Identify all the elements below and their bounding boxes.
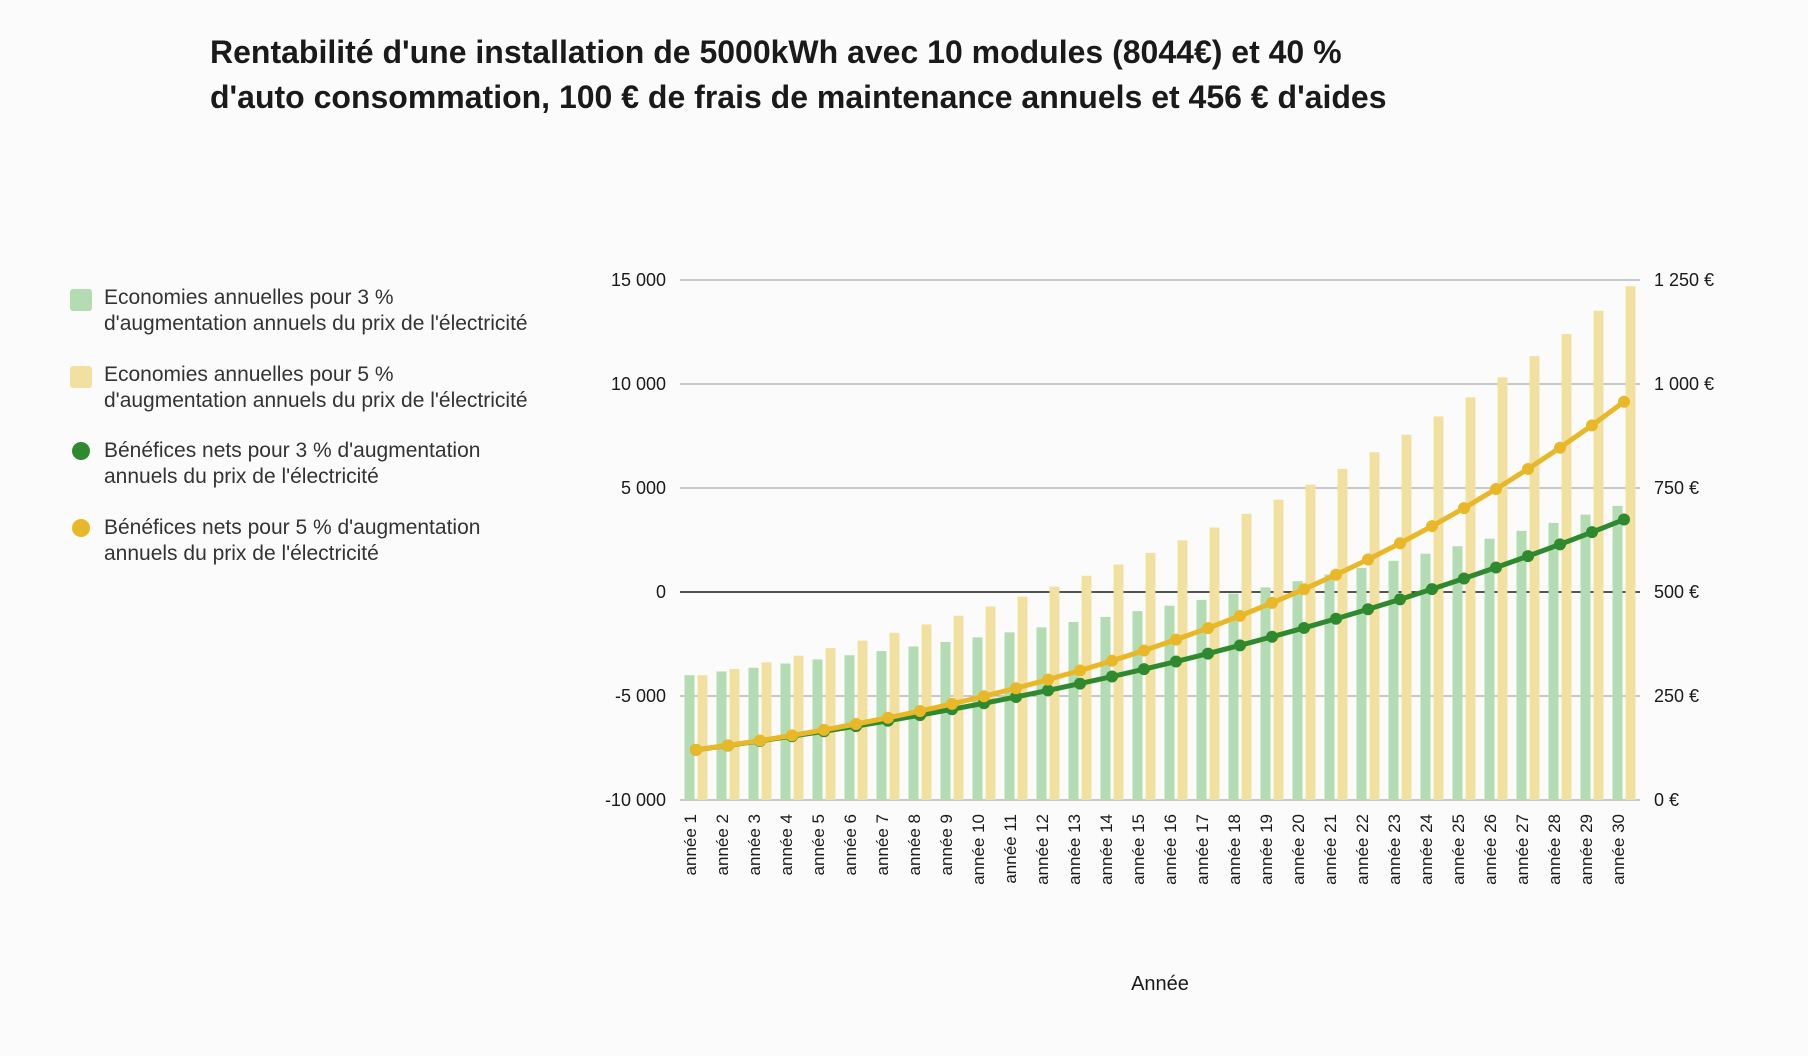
svg-text:année 9: année 9 — [937, 814, 956, 875]
svg-text:année 19: année 19 — [1257, 814, 1276, 885]
svg-text:année 17: année 17 — [1193, 814, 1212, 885]
svg-text:année 3: année 3 — [745, 814, 764, 875]
legend-swatch — [70, 366, 92, 388]
svg-text:année 10: année 10 — [969, 814, 988, 885]
svg-text:année 8: année 8 — [905, 814, 924, 875]
svg-text:année 27: année 27 — [1513, 814, 1532, 885]
svg-text:1 250 €: 1 250 € — [1654, 270, 1714, 290]
legend-item: Economies annuelles pour 3 % d'augmentat… — [70, 285, 530, 338]
svg-text:année 6: année 6 — [841, 814, 860, 875]
svg-text:année 2: année 2 — [713, 814, 732, 875]
legend-marker — [70, 440, 92, 462]
svg-text:année 7: année 7 — [873, 814, 892, 875]
svg-text:année 18: année 18 — [1225, 814, 1244, 885]
chart-container: -10 000 -5 000 0 5 000 10 000 15 000 0 € 250 € 5… — [580, 260, 1760, 1010]
svg-text:année 1: année 1 — [681, 814, 700, 875]
svg-text:année 30: année 30 — [1609, 814, 1628, 885]
svg-text:année 26: année 26 — [1481, 814, 1500, 885]
svg-text:500 €: 500 € — [1654, 582, 1699, 602]
svg-text:-10 000: -10 000 — [605, 790, 666, 810]
legend-label: Bénéfices nets pour 3 % d'augmentation a… — [104, 438, 530, 491]
legend-swatch — [70, 289, 92, 311]
legend-item: Bénéfices nets pour 3 % d'augmentation a… — [70, 438, 530, 491]
svg-text:250 €: 250 € — [1654, 686, 1699, 706]
svg-text:année 24: année 24 — [1417, 814, 1436, 885]
legend-label: Economies annuelles pour 3 % d'augmentat… — [104, 285, 530, 338]
legend-label: Bénéfices nets pour 5 % d'augmentation a… — [104, 515, 530, 568]
svg-text:année 29: année 29 — [1577, 814, 1596, 885]
svg-text:année 21: année 21 — [1321, 814, 1340, 885]
svg-text:année 4: année 4 — [777, 814, 796, 875]
x-axis-title: Année — [1131, 973, 1189, 995]
legend-item: Bénéfices nets pour 5 % d'augmentation a… — [70, 515, 530, 568]
svg-text:0 €: 0 € — [1654, 790, 1679, 810]
svg-text:année 15: année 15 — [1129, 814, 1148, 885]
svg-text:5 000: 5 000 — [621, 478, 666, 498]
svg-text:10 000: 10 000 — [611, 374, 666, 394]
svg-text:année 20: année 20 — [1289, 814, 1308, 885]
svg-text:année 23: année 23 — [1385, 814, 1404, 885]
svg-text:année 13: année 13 — [1065, 814, 1084, 885]
legend-label: Economies annuelles pour 5 % d'augmentat… — [104, 362, 530, 415]
svg-text:année 11: année 11 — [1001, 814, 1020, 884]
legend: Economies annuelles pour 3 % d'augmentat… — [70, 285, 530, 591]
chart-title: Rentabilité d'une installation de 5000kW… — [210, 30, 1410, 120]
svg-text:année 14: année 14 — [1097, 814, 1116, 885]
svg-text:année 12: année 12 — [1033, 814, 1052, 885]
svg-text:-5 000: -5 000 — [615, 686, 666, 706]
legend-item: Economies annuelles pour 5 % d'augmentat… — [70, 362, 530, 415]
svg-text:0: 0 — [656, 582, 666, 602]
svg-text:15 000: 15 000 — [611, 270, 666, 290]
chart-svg: -10 000 -5 000 0 5 000 10 000 15 000 0 € 250 € 5… — [580, 260, 1760, 1010]
svg-text:année 22: année 22 — [1353, 814, 1372, 885]
legend-marker — [70, 517, 92, 539]
page-root: Rentabilité d'une installation de 5000kW… — [0, 0, 1808, 1056]
svg-text:année 28: année 28 — [1545, 814, 1564, 885]
svg-text:1 000 €: 1 000 € — [1654, 374, 1714, 394]
svg-text:année 25: année 25 — [1449, 814, 1468, 885]
svg-text:année 5: année 5 — [809, 814, 828, 875]
svg-text:750 €: 750 € — [1654, 478, 1699, 498]
svg-text:année 16: année 16 — [1161, 814, 1180, 885]
